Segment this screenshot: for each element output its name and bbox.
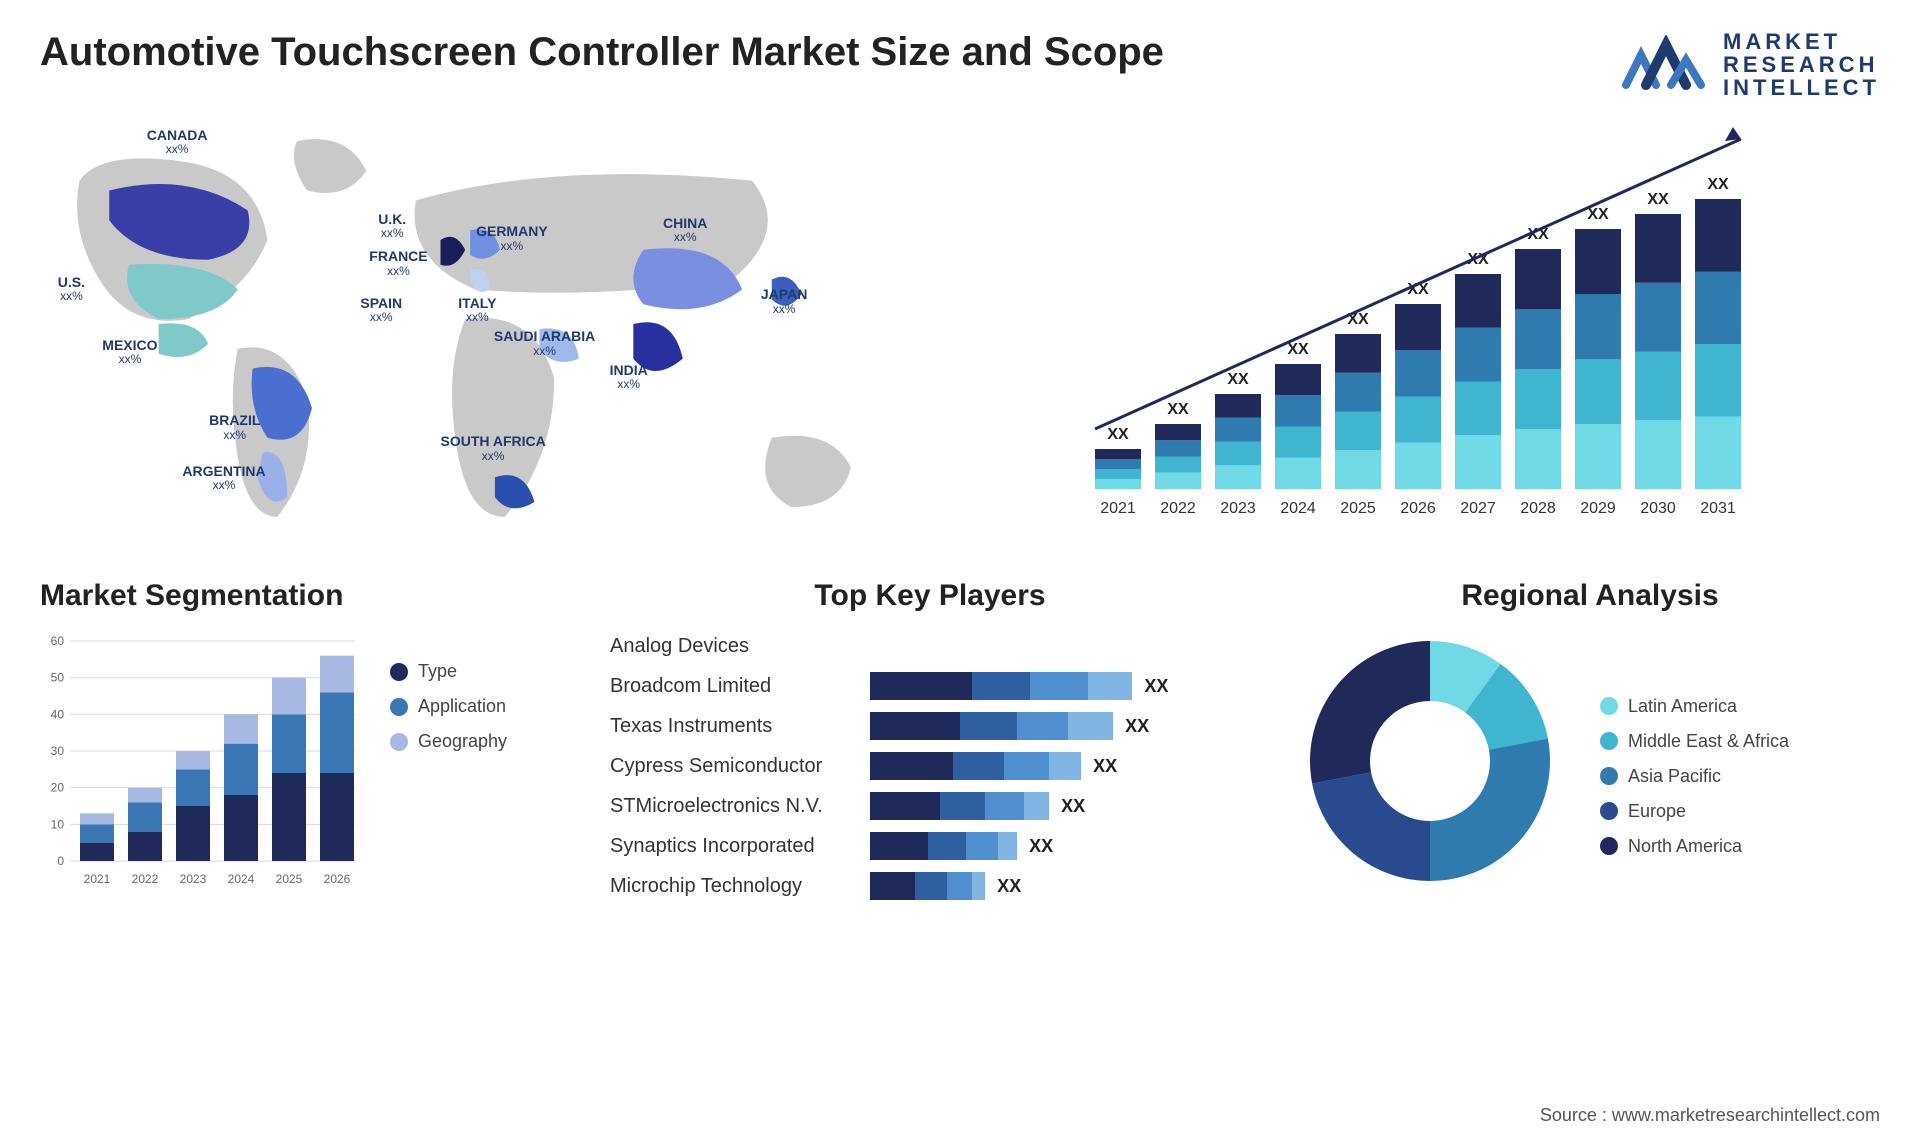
svg-text:2029: 2029 — [1580, 500, 1616, 517]
player-name: Analog Devices — [610, 635, 870, 658]
growth-chart: XX 2021 XX 2022 XX 2023 XX 2024 XX 2025 XX 2026 XX 20… — [990, 119, 1880, 539]
svg-text:60: 60 — [51, 634, 65, 648]
svg-text:2026: 2026 — [1400, 500, 1436, 517]
regional-legend: Latin America Middle East & Africa Asia Pa… — [1600, 666, 1789, 857]
players-panel: Top Key Players Analog Devices Broadcom L… — [610, 579, 1250, 901]
player-bar: XX — [870, 672, 1250, 700]
svg-text:2030: 2030 — [1640, 500, 1676, 517]
legend-item: Type — [390, 661, 507, 682]
segmentation-chart: 0 10 20 30 40 50 60 2021 2022 2023 2024 2025 2026 — [40, 631, 360, 891]
svg-text:XX: XX — [1707, 176, 1729, 193]
svg-text:2028: 2028 — [1520, 500, 1556, 517]
svg-text:2025: 2025 — [276, 872, 303, 886]
svg-text:2023: 2023 — [1220, 500, 1256, 517]
svg-text:XX: XX — [1587, 206, 1609, 223]
legend-item: Geography — [390, 731, 507, 752]
player-row: Texas Instruments XX — [610, 711, 1250, 741]
player-name: Cypress Semiconductor — [610, 755, 870, 778]
svg-text:20: 20 — [51, 781, 65, 795]
player-row: Synaptics Incorporated XX — [610, 831, 1250, 861]
player-bar: XX — [870, 752, 1250, 780]
player-name: STMicroelectronics N.V. — [610, 795, 870, 818]
player-value: XX — [1093, 756, 1117, 777]
svg-text:XX: XX — [1227, 371, 1249, 388]
header: Automotive Touchscreen Controller Market… — [40, 30, 1880, 99]
player-row: Cypress Semiconductor XX — [610, 751, 1250, 781]
player-name: Microchip Technology — [610, 875, 870, 898]
svg-text:30: 30 — [51, 744, 65, 758]
player-row: Microchip Technology XX — [610, 871, 1250, 901]
legend-item: Europe — [1600, 801, 1789, 822]
svg-text:10: 10 — [51, 818, 65, 832]
top-row: CANADAxx%U.S.xx%MEXICOxx%BRAZILxx%ARGENT… — [40, 119, 1880, 539]
svg-text:XX: XX — [1647, 191, 1669, 208]
svg-text:XX: XX — [1167, 401, 1189, 418]
player-row: Broadcom Limited XX — [610, 671, 1250, 701]
player-bar: XX — [870, 872, 1250, 900]
svg-text:2021: 2021 — [84, 872, 111, 886]
bottom-row: Market Segmentation 0 10 20 30 40 50 60 2021 202… — [40, 579, 1880, 901]
player-value: XX — [1125, 716, 1149, 737]
players-title: Top Key Players — [610, 579, 1250, 613]
logo: MARKET RESEARCH INTELLECT — [1621, 30, 1880, 99]
legend-item: Asia Pacific — [1600, 766, 1789, 787]
legend-item: North America — [1600, 836, 1789, 857]
player-name: Texas Instruments — [610, 715, 870, 738]
logo-line2: RESEARCH — [1723, 53, 1880, 76]
player-value: XX — [1029, 836, 1053, 857]
svg-text:50: 50 — [51, 671, 65, 685]
player-bar: XX — [870, 832, 1250, 860]
player-row: STMicroelectronics N.V. XX — [610, 791, 1250, 821]
svg-text:2027: 2027 — [1460, 500, 1496, 517]
logo-mark-icon — [1621, 35, 1711, 95]
player-value: XX — [997, 876, 1021, 897]
source-text: Source : www.marketresearchintellect.com — [1540, 1105, 1880, 1126]
legend-item: Application — [390, 696, 507, 717]
regional-donut — [1300, 631, 1560, 891]
svg-text:2026: 2026 — [324, 872, 351, 886]
svg-text:2022: 2022 — [1160, 500, 1196, 517]
segmentation-panel: Market Segmentation 0 10 20 30 40 50 60 2021 202… — [40, 579, 560, 901]
segmentation-title: Market Segmentation — [40, 579, 560, 613]
svg-text:XX: XX — [1287, 341, 1309, 358]
svg-text:40: 40 — [51, 708, 65, 722]
svg-text:2023: 2023 — [180, 872, 207, 886]
page-title: Automotive Touchscreen Controller Market… — [40, 30, 1164, 75]
player-value: XX — [1144, 676, 1168, 697]
segmentation-legend: Type Application Geography — [390, 631, 507, 891]
player-name: Synaptics Incorporated — [610, 835, 870, 858]
legend-item: Middle East & Africa — [1600, 731, 1789, 752]
svg-text:2024: 2024 — [228, 872, 255, 886]
regional-title: Regional Analysis — [1300, 579, 1880, 613]
players-list: Analog DevicesBroadcom LimitedXXTexas In… — [610, 631, 1250, 901]
svg-text:2025: 2025 — [1340, 500, 1376, 517]
world-map: CANADAxx%U.S.xx%MEXICOxx%BRAZILxx%ARGENT… — [40, 119, 930, 539]
regional-panel: Regional Analysis Latin America Middle Ea… — [1300, 579, 1880, 901]
player-row: Analog Devices — [610, 631, 1250, 661]
logo-line3: INTELLECT — [1723, 76, 1880, 99]
svg-text:2024: 2024 — [1280, 500, 1316, 517]
svg-text:XX: XX — [1107, 426, 1129, 443]
svg-text:0: 0 — [57, 854, 64, 868]
legend-item: Latin America — [1600, 696, 1789, 717]
svg-text:2031: 2031 — [1700, 500, 1736, 517]
logo-text: MARKET RESEARCH INTELLECT — [1723, 30, 1880, 99]
player-bar: XX — [870, 712, 1250, 740]
player-bar: XX — [870, 792, 1250, 820]
player-value: XX — [1061, 796, 1085, 817]
logo-line1: MARKET — [1723, 30, 1880, 53]
svg-text:2022: 2022 — [132, 872, 159, 886]
svg-text:2021: 2021 — [1100, 500, 1136, 517]
map-svg — [40, 119, 930, 539]
player-name: Broadcom Limited — [610, 675, 870, 698]
